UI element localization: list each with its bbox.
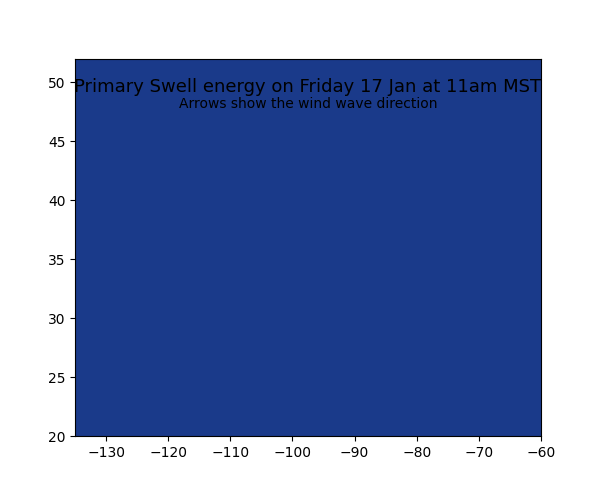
Text: Primary Swell energy on Friday 17 Jan at 11am MST: Primary Swell energy on Friday 17 Jan at… [75, 77, 542, 96]
Text: Arrows show the wind wave direction: Arrows show the wind wave direction [178, 97, 438, 111]
